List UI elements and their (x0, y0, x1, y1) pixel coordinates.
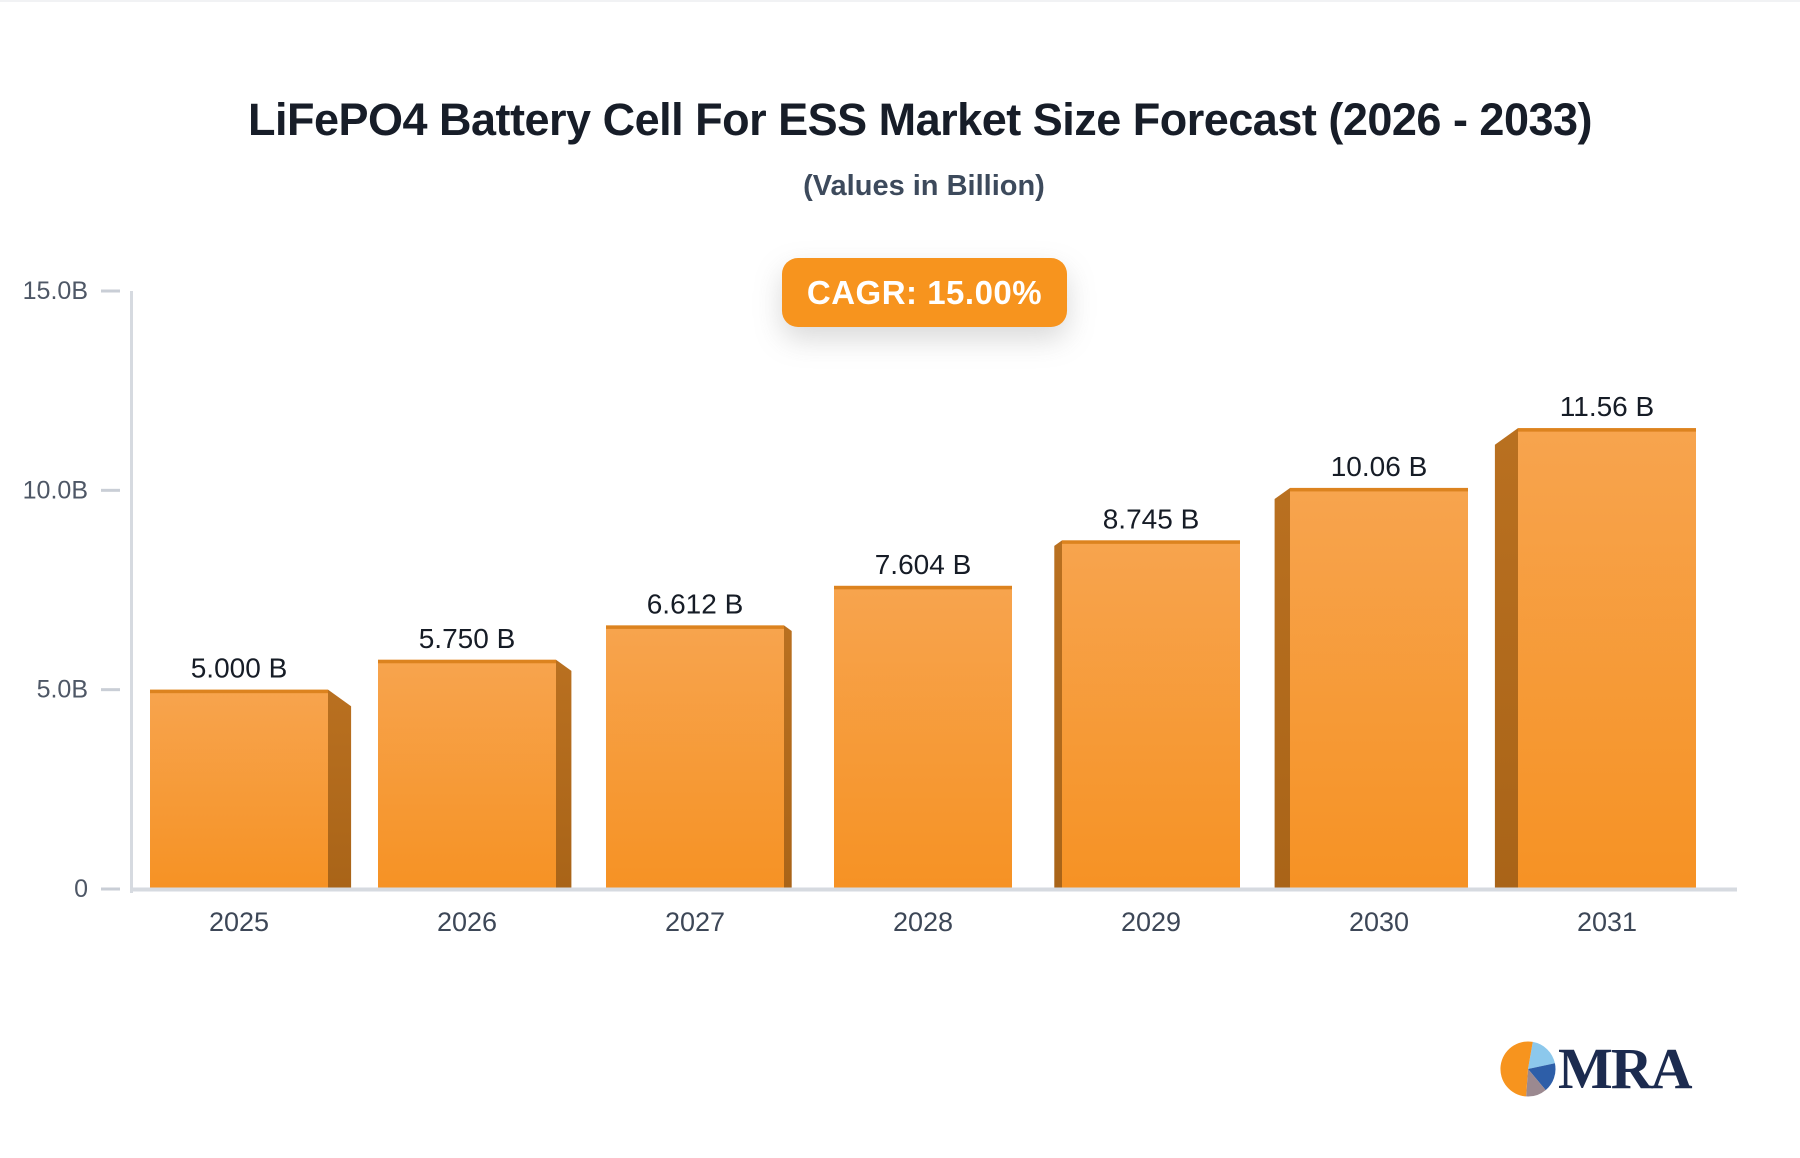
y-tick-label-10.0B: 10.0B (23, 476, 88, 504)
bar-value-label-2025: 5.000 B (191, 653, 288, 684)
cagr-badge: CAGR: 15.00% (782, 258, 1067, 327)
bar-2028 (834, 585, 1012, 889)
bar-value-label-2028: 7.604 B (875, 549, 972, 580)
x-axis-label-2030: 2030 (1349, 907, 1409, 937)
x-axis-label-2025: 2025 (209, 907, 269, 937)
x-axis-label-2031: 2031 (1577, 907, 1637, 937)
bar-2027 (606, 625, 784, 889)
logo-pie-icon (1500, 1041, 1556, 1097)
bar-top-edge-2026 (378, 659, 556, 664)
y-tick-5.0B (101, 688, 120, 692)
bar-2030 (1290, 487, 1468, 889)
x-axis-label-2027: 2027 (665, 907, 725, 937)
x-axis-line (130, 887, 1737, 892)
y-tick-label-15.0B: 15.0B (23, 277, 88, 305)
x-axis-label-2028: 2028 (893, 907, 953, 937)
brand-logo: MRA (1500, 1036, 1693, 1101)
bar-2025 (150, 689, 328, 889)
bar-value-label-2030: 10.06 B (1331, 451, 1428, 482)
bar-top-edge-2029 (1062, 540, 1240, 544)
bar-value-label-2031: 11.56 B (1560, 391, 1654, 422)
y-tick-10.0B (101, 488, 120, 492)
x-axis-label-2026: 2026 (437, 907, 497, 937)
logo-pie-slice-gray (1526, 1069, 1546, 1097)
bar-2029 (1062, 540, 1240, 889)
y-tick-0 (101, 887, 120, 891)
bar-side-2031 (1494, 428, 1518, 889)
y-axis-line (130, 291, 133, 893)
y-tick-15.0B (101, 289, 120, 293)
bar-side-2025 (328, 689, 352, 889)
bar-top-edge-2027 (606, 625, 784, 629)
bar-side-2029 (1054, 540, 1062, 889)
bar-top-edge-2025 (150, 689, 328, 694)
bar-side-2026 (556, 659, 572, 889)
logo-text: MRA (1558, 1036, 1693, 1101)
bar-top-edge-2031 (1518, 428, 1696, 432)
bar-2026 (378, 659, 556, 889)
page-subtitle: (Values in Billion) (803, 170, 1045, 202)
logo-pie-slice-orange (1500, 1041, 1533, 1097)
logo-pie-slice-lightblue (1528, 1041, 1555, 1069)
bar-value-label-2027: 6.612 B (647, 588, 744, 619)
page-title: LiFePO4 Battery Cell For ESS Market Size… (247, 94, 1593, 145)
logo-pie-slice-blue (1528, 1063, 1556, 1091)
bar-top-edge-2028 (834, 585, 1012, 590)
y-tick-label-0: 0 (74, 875, 88, 903)
bar-side-2030 (1274, 487, 1290, 889)
bar-value-label-2029: 8.745 B (1103, 503, 1200, 534)
bar-side-2027 (784, 625, 792, 889)
x-axis-label-2029: 2029 (1121, 907, 1181, 937)
bar-value-label-2026: 5.750 B (419, 623, 516, 654)
y-tick-label-5.0B: 5.0B (37, 676, 88, 704)
bar-top-edge-2030 (1290, 487, 1468, 492)
bar-2031 (1518, 428, 1696, 889)
